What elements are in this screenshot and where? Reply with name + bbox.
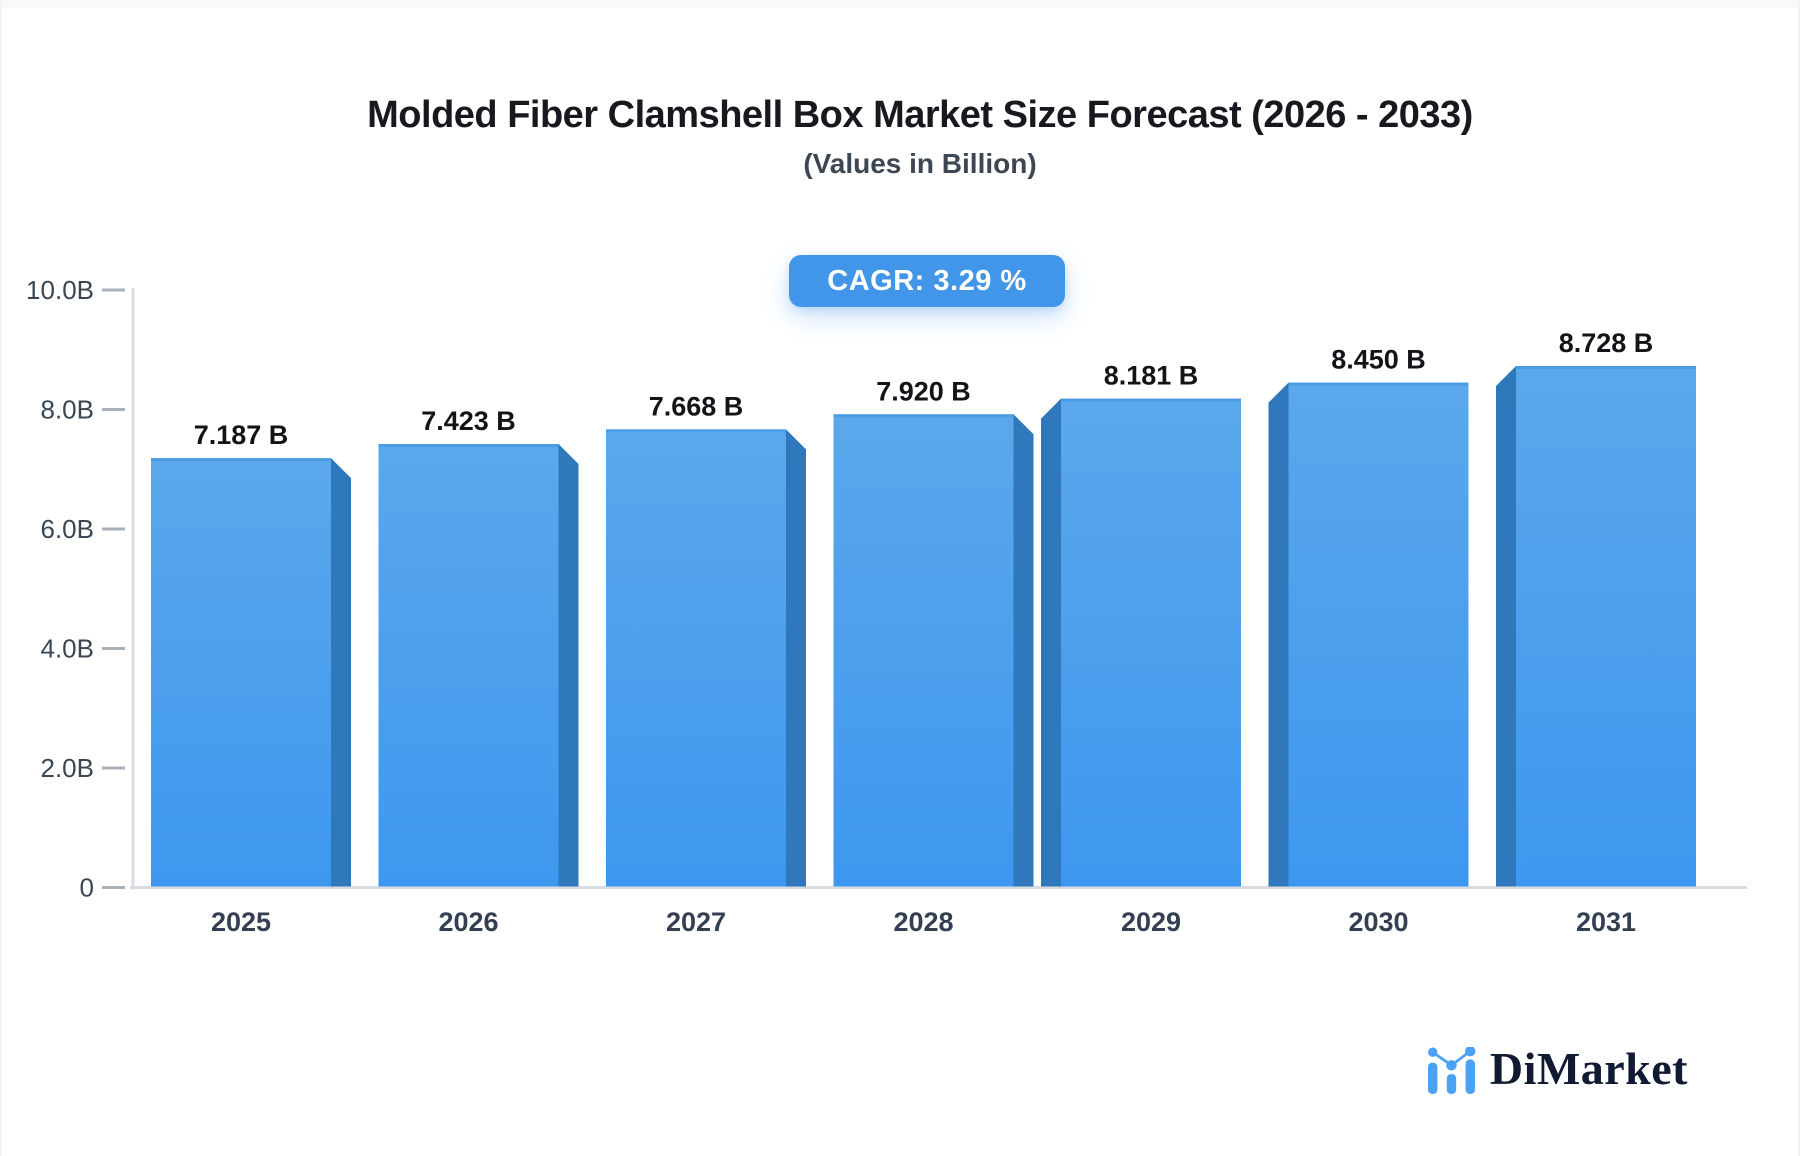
dimarket-logo: DiMarket (1427, 1038, 1688, 1095)
bar-value-label: 7.668 B (649, 391, 744, 421)
bar-value-label: 7.187 B (194, 420, 289, 450)
x-axis-year-label: 2027 (666, 907, 726, 937)
bar-face (1061, 398, 1241, 887)
x-axis-year-label: 2029 (1121, 907, 1181, 937)
bar-side-bevel (558, 443, 579, 887)
bar-line-chart-icon (1427, 1047, 1476, 1094)
x-axis-year-label: 2031 (1576, 907, 1636, 937)
bar-face (1516, 366, 1696, 887)
bar-2030 (1268, 382, 1469, 887)
bar-side-bevel (1013, 414, 1034, 887)
bar-2025 (151, 458, 351, 887)
bar-face (151, 458, 331, 887)
bar-2026 (378, 443, 579, 887)
cagr-badge: CAGR: 3.29 % (789, 255, 1065, 307)
chart-subtitle: (Values in Billion) (803, 148, 1037, 179)
x-axis-year-label: 2025 (211, 907, 271, 937)
x-axis-year-label: 2026 (438, 907, 498, 937)
bar-face (606, 429, 786, 887)
dimarket-logo-text: DiMarket (1489, 1043, 1688, 1095)
x-axis-year-label: 2028 (893, 907, 953, 937)
bar-2029 (1041, 398, 1241, 887)
bar-2031 (1496, 366, 1696, 887)
bar-face (1288, 382, 1469, 887)
bar-value-label: 8.181 B (1104, 361, 1199, 391)
bar-side-bevel (1496, 366, 1516, 887)
chart-title: Molded Fiber Clamshell Box Market Size F… (367, 94, 1473, 136)
bar-value-label: 7.423 B (421, 406, 516, 436)
bar-side-bevel (331, 458, 351, 887)
cagr-badge-label: CAGR: 3.29 % (827, 264, 1027, 297)
bar-side-bevel (1268, 382, 1289, 887)
top-edge-strip (2, 0, 1798, 8)
labels-layer: 7.187 B 2025 7.423 B 2026 7.668 B 2027 7.920 B… (194, 328, 1654, 937)
bar-value-label: 7.920 B (876, 376, 971, 406)
y-tick-label: 0 (80, 873, 94, 903)
bars-layer (151, 366, 1696, 887)
bar-side-bevel (1041, 398, 1061, 887)
bar-side-bevel (786, 429, 806, 887)
y-tick-label: 2.0B (41, 753, 95, 783)
bar-value-label: 8.728 B (1559, 328, 1654, 358)
bar-face (378, 443, 559, 887)
y-tick-label: 10.0B (26, 275, 94, 305)
y-tick-label: 4.0B (41, 634, 95, 664)
y-tick-label: 8.0B (41, 395, 95, 425)
y-tick-label: 6.0B (41, 514, 95, 544)
bar-2027 (606, 429, 806, 887)
bar-2028 (833, 414, 1034, 887)
axes-layer: 0 2.0B 4.0B 6.0B 8.0B 10.0B (26, 275, 1747, 903)
bar-face (833, 414, 1014, 887)
bar-value-label: 8.450 B (1331, 345, 1426, 375)
x-axis-year-label: 2030 (1348, 907, 1408, 937)
